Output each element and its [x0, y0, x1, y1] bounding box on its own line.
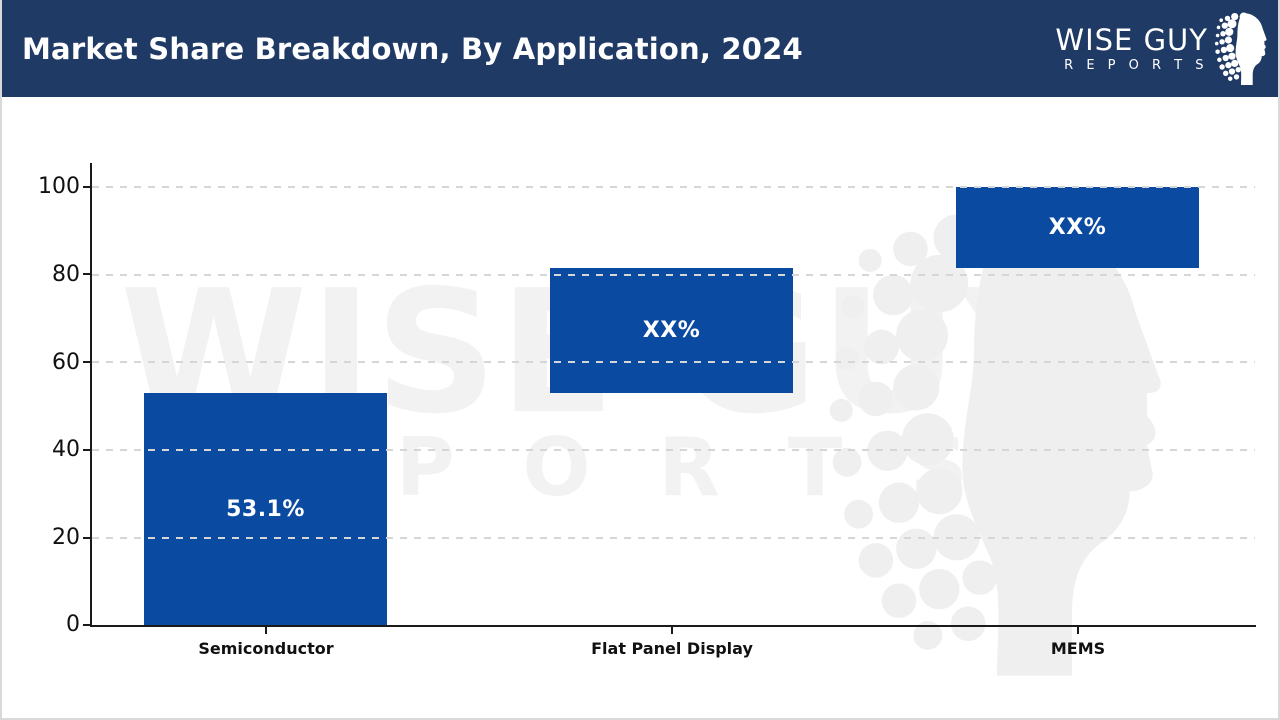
x-tick-mems: [1077, 627, 1079, 634]
gridline-100: [92, 186, 1255, 188]
logo-text: WISE GUY R E P O R T S: [1055, 23, 1208, 73]
watermark-head-icon: [829, 212, 1161, 676]
bar-semiconductor: 53.1%: [144, 392, 387, 626]
gridline-40: [92, 449, 1255, 451]
y-tick-label-80: 80: [52, 262, 80, 287]
y-tick-label-60: 60: [52, 350, 80, 375]
page-title: Market Share Breakdown, By Application, …: [22, 31, 803, 66]
logo-wordmark: WISE GUY: [1055, 23, 1208, 58]
x-label-mems: MEMS: [1050, 639, 1106, 658]
wise-guy-reports-logo: WISE GUY R E P O R T S: [1018, 8, 1268, 90]
dotted-head-icon: [1214, 12, 1267, 85]
x-label-flat-panel-display: Flat Panel Display: [591, 639, 753, 658]
y-tick-60: [83, 361, 91, 363]
x-axis-line: [90, 625, 1256, 627]
y-tick-80: [83, 273, 91, 275]
y-tick-20: [83, 537, 91, 539]
x-tick-flat-panel-display: [671, 627, 673, 634]
gridline-80: [92, 274, 1255, 276]
y-axis-line: [90, 163, 92, 627]
bar-mems: XX%: [956, 187, 1199, 269]
y-tick-40: [83, 449, 91, 451]
y-tick-label-20: 20: [52, 525, 80, 550]
bar-label-semiconductor: 53.1%: [226, 496, 305, 522]
bar-flat-panel-display: XX%: [550, 268, 793, 393]
bar-label-mems: XX%: [1048, 215, 1107, 241]
y-tick-label-40: 40: [52, 437, 80, 462]
header-bar: Market Share Breakdown, By Application, …: [2, 0, 1278, 97]
logo-subtitle: R E P O R T S: [1064, 57, 1208, 73]
y-tick-0: [83, 624, 91, 626]
y-tick-100: [83, 186, 91, 188]
gridline-20: [92, 537, 1255, 539]
y-tick-label-0: 0: [66, 612, 80, 637]
bar-label-flat-panel-display: XX%: [642, 318, 701, 344]
x-tick-semiconductor: [265, 627, 267, 634]
y-tick-label-100: 100: [38, 174, 80, 199]
gridline-60: [92, 361, 1255, 363]
x-label-semiconductor: Semiconductor: [198, 639, 334, 658]
